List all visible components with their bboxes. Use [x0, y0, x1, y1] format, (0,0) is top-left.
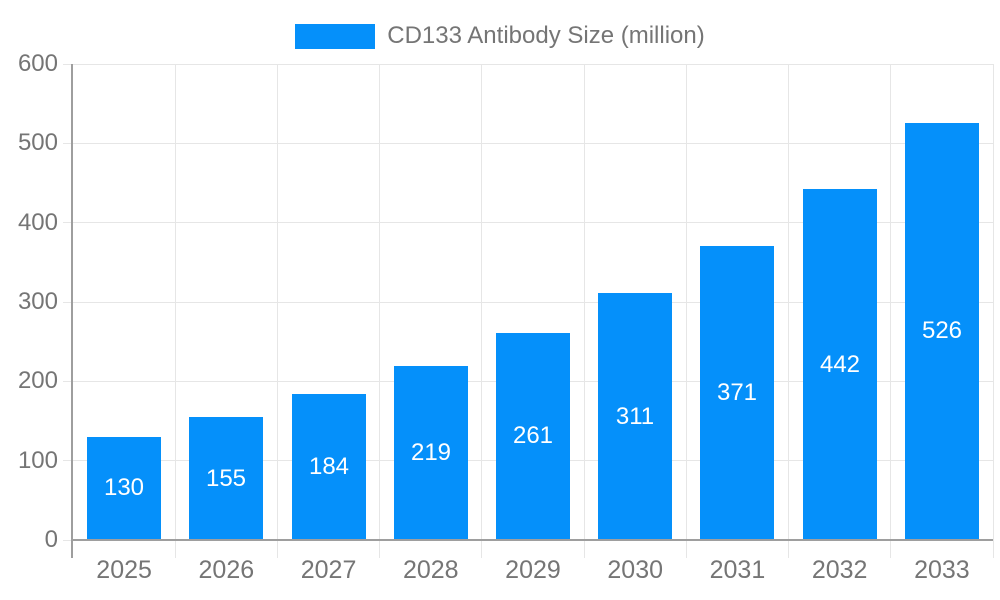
x-axis-tick-label: 2030 — [607, 556, 664, 584]
bar[interactable]: 442 — [803, 189, 877, 540]
legend: CD133 Antibody Size (million) — [0, 22, 1000, 50]
bar[interactable]: 371 — [700, 245, 774, 540]
x-axis-line — [71, 539, 993, 541]
x-axis-tick-label: 2033 — [914, 556, 970, 584]
x-axis-tick-label: 2028 — [402, 556, 459, 584]
x-gridline — [379, 64, 381, 558]
bar-value-label: 261 — [512, 422, 554, 450]
bar-value-label: 526 — [921, 317, 963, 345]
bar[interactable]: 311 — [598, 293, 672, 540]
legend-swatch — [295, 23, 376, 49]
legend-label: CD133 Antibody Size (million) — [387, 22, 705, 49]
y-gridline — [73, 222, 993, 224]
y-tick-mark — [63, 301, 73, 303]
x-axis-tick-label: 2029 — [505, 556, 561, 584]
y-tick-mark — [63, 460, 73, 462]
y-axis-tick-label: 200 — [17, 367, 58, 395]
x-gridline — [276, 64, 278, 558]
y-gridline — [73, 63, 993, 65]
bar-value-label: 371 — [716, 378, 758, 406]
x-gridline — [890, 64, 892, 558]
bar[interactable]: 261 — [496, 332, 570, 540]
y-gridline — [73, 301, 993, 303]
bar-value-label: 184 — [308, 453, 350, 480]
bar[interactable]: 130 — [87, 436, 161, 540]
x-gridline — [992, 64, 994, 558]
y-axis-tick-label: 0 — [44, 526, 58, 553]
x-axis-tick-label: 2027 — [300, 556, 357, 584]
x-axis-tick-label: 2025 — [96, 556, 152, 584]
bar-value-label: 219 — [410, 439, 452, 467]
bar[interactable]: 219 — [394, 366, 468, 540]
y-axis-tick-label: 400 — [17, 208, 58, 236]
y-tick-mark — [63, 380, 73, 382]
x-axis-tick-label: 2032 — [811, 556, 868, 584]
y-axis-line — [71, 64, 73, 558]
y-tick-mark — [63, 222, 73, 224]
y-axis-tick-label: 100 — [17, 446, 58, 474]
y-tick-mark — [63, 142, 73, 144]
y-axis-tick-label: 500 — [17, 129, 58, 157]
y-axis-tick-label: 300 — [17, 288, 58, 315]
bar[interactable]: 155 — [189, 417, 263, 540]
x-gridline — [583, 64, 585, 558]
bar[interactable]: 526 — [905, 122, 979, 540]
x-gridline — [685, 64, 687, 558]
x-axis-tick-label: 2026 — [198, 556, 255, 584]
x-gridline — [174, 64, 176, 558]
y-tick-mark — [63, 539, 73, 541]
x-axis-tick-label: 2031 — [709, 556, 766, 584]
bar[interactable]: 184 — [292, 394, 366, 540]
bar-value-label: 311 — [615, 402, 655, 430]
bar-value-label: 442 — [819, 350, 861, 378]
bar-value-label: 155 — [205, 464, 247, 492]
x-gridline — [788, 64, 790, 558]
bar-value-label: 130 — [103, 474, 145, 502]
y-axis-tick-label: 600 — [17, 50, 58, 77]
y-gridline — [73, 142, 993, 144]
y-tick-mark — [63, 63, 73, 65]
x-gridline — [481, 64, 483, 558]
